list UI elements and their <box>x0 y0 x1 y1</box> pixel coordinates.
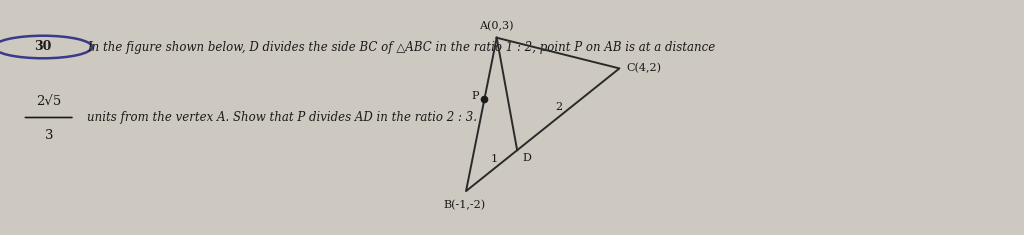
Text: C(4,2): C(4,2) <box>626 63 662 74</box>
Text: 2√5: 2√5 <box>37 95 61 108</box>
Text: In the figure shown below, D divides the side BC of △ABC in the ratio 1 : 2, poi: In the figure shown below, D divides the… <box>87 40 716 54</box>
Text: A(0,3): A(0,3) <box>479 21 514 31</box>
Text: 30: 30 <box>35 40 51 54</box>
Text: 3: 3 <box>45 129 53 142</box>
Text: D: D <box>522 153 531 163</box>
Text: P: P <box>471 91 479 101</box>
Text: units from the vertex A. Show that P divides AD in the ratio 2 : 3.: units from the vertex A. Show that P div… <box>87 111 477 124</box>
Text: 1: 1 <box>490 154 498 164</box>
Text: 2: 2 <box>555 102 562 112</box>
Text: B(-1,-2): B(-1,-2) <box>443 200 485 210</box>
